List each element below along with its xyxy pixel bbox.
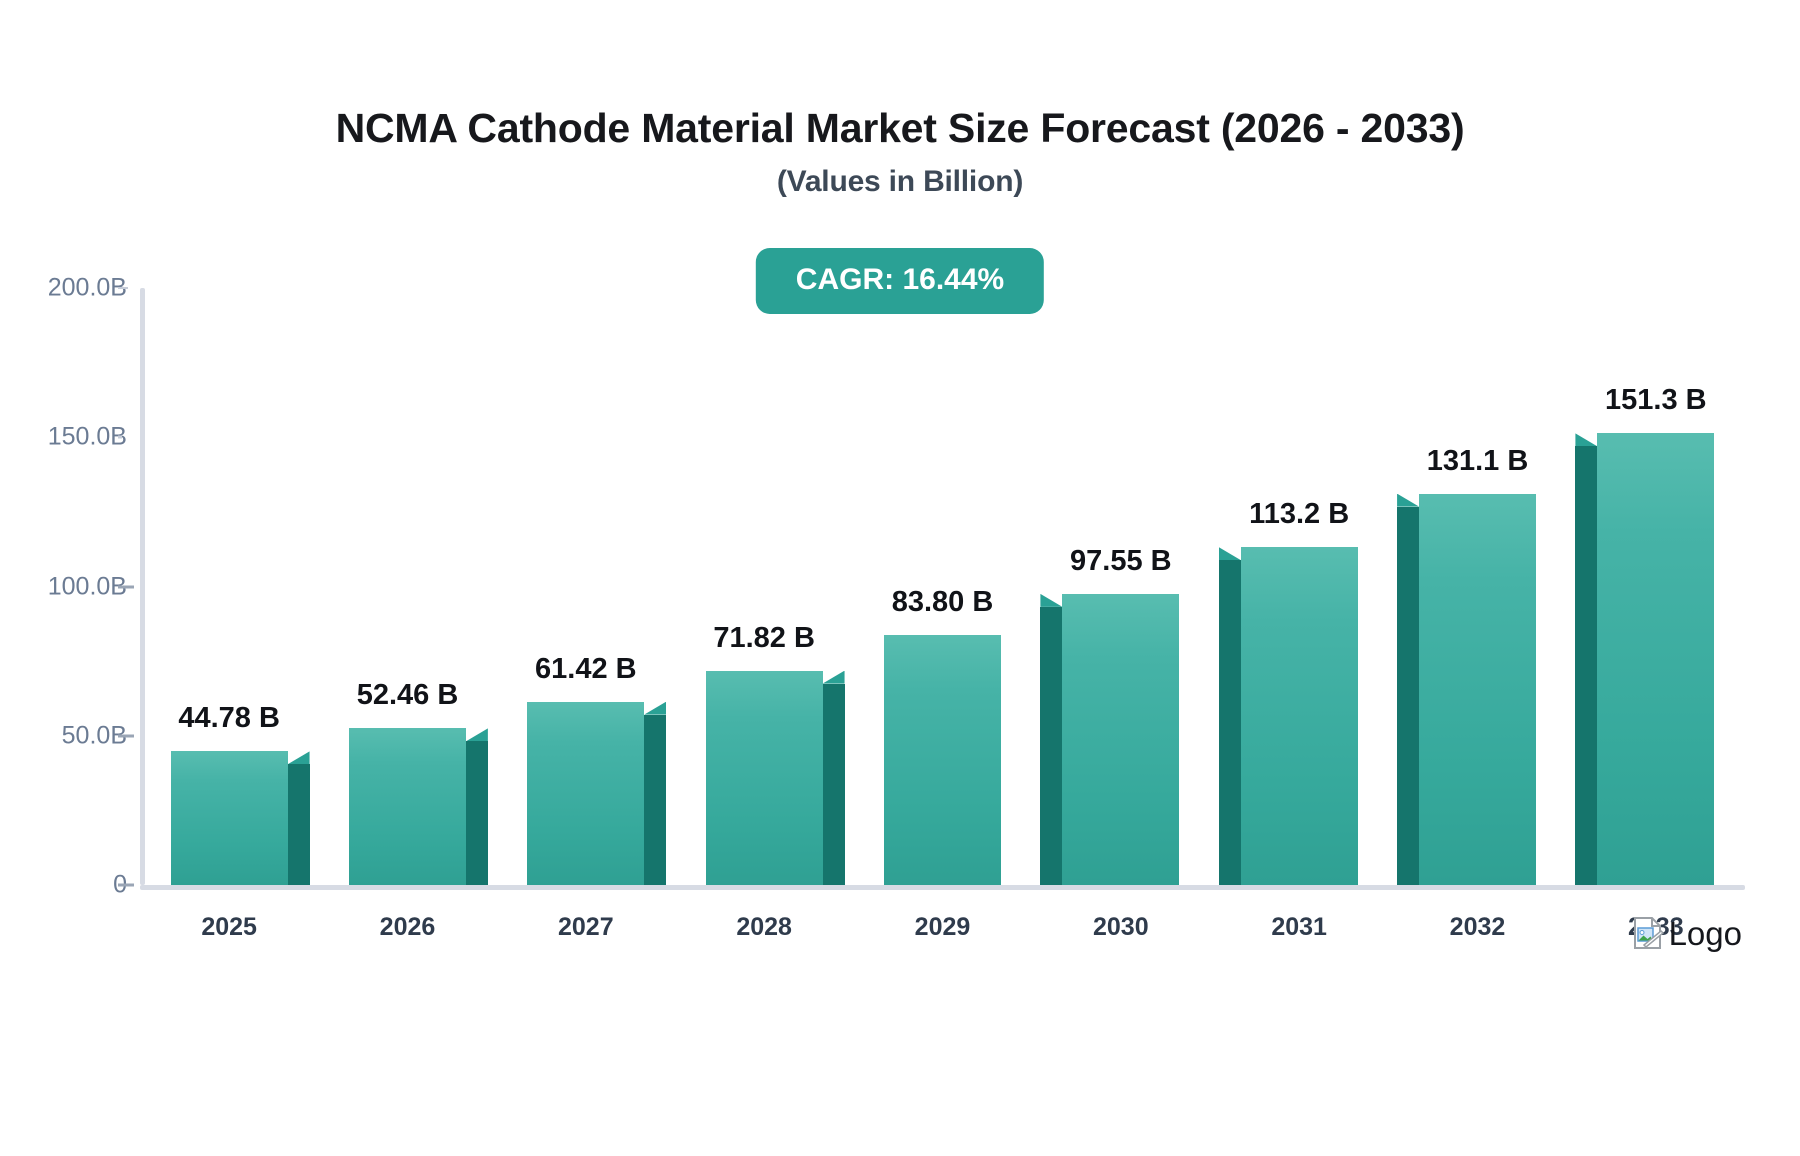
bar-top-face <box>287 751 310 765</box>
y-axis-tick-mark <box>118 585 134 588</box>
bar[interactable] <box>527 701 667 885</box>
x-axis-tick-label: 2027 <box>558 913 614 941</box>
bar-group: 151.3 B2033 <box>1567 288 1745 941</box>
bar[interactable] <box>349 728 488 885</box>
bar-side-face <box>1575 446 1598 885</box>
y-axis-tick-label: 100.0B <box>47 572 127 600</box>
bar-side-face <box>822 683 845 885</box>
y-axis-tick-mark <box>118 734 134 738</box>
bar-group: 131.1 B 2032 <box>1388 288 1566 941</box>
bar-value-label: 44.78 B <box>178 702 280 735</box>
y-axis-tick-mark <box>118 883 134 887</box>
bar-group: 61.42 B 2027 <box>497 288 675 941</box>
bar-side-face <box>465 741 488 885</box>
bar[interactable] <box>1218 547 1358 885</box>
bar-top-face <box>822 670 845 684</box>
x-axis-tick-label: 2031 <box>1271 913 1327 941</box>
bar-face <box>170 751 288 885</box>
bar-face <box>1240 547 1358 885</box>
chart-title: NCMA Cathode Material Market Size Foreca… <box>335 105 1465 151</box>
bar[interactable] <box>1397 493 1536 885</box>
bar[interactable] <box>1575 433 1715 885</box>
bar-group: 113.2 B 2031 <box>1210 288 1388 941</box>
bar-group: 71.82 B 2028 <box>675 288 853 941</box>
x-axis-tick-label: 2032 <box>1449 913 1506 941</box>
bar-value-label: 151.3 B <box>1605 384 1707 417</box>
x-axis-tick-label: 2026 <box>379 913 436 941</box>
bar-face <box>884 634 1001 885</box>
bar-value-label: 71.82 B <box>713 621 815 654</box>
x-axis-tick-label: 2028 <box>736 913 792 941</box>
bar-top-face <box>465 728 488 742</box>
y-axis-line <box>140 288 145 885</box>
bar-face <box>527 701 645 885</box>
y-axis-tick-label: 200.0B <box>47 273 127 302</box>
cagr-badge: CAGR: 16.44% <box>755 248 1045 314</box>
x-axis-tick-label: 2029 <box>914 913 971 941</box>
bar-group: 97.55 B 2030 <box>1032 288 1210 941</box>
logo-alt-text: Logo <box>1668 914 1742 952</box>
bar-value-label: 97.55 B <box>1070 544 1172 577</box>
bar[interactable] <box>705 670 845 885</box>
bar-face <box>1597 433 1715 885</box>
bar-side-face <box>644 714 667 885</box>
bar-value-label: 61.42 B <box>535 652 637 685</box>
chart-subtitle: (Values in Billion) <box>776 165 1024 198</box>
bar-top-face <box>1040 593 1063 607</box>
broken-image-icon <box>1631 915 1667 951</box>
y-axis-tick-label: 50.0B <box>61 721 127 750</box>
bar-group: 44.78 B 2025 <box>140 288 318 941</box>
bar-face <box>349 728 466 885</box>
bar-top-face <box>644 701 667 715</box>
bar-series: 44.78 B 2025 52.46 B 2026 61.42 B 2027 71.82 B… <box>140 288 1745 941</box>
bar-face <box>1062 593 1180 885</box>
bar-side-face <box>1040 606 1063 885</box>
logo: Logo <box>1631 915 1742 951</box>
bar[interactable] <box>1040 593 1180 885</box>
bar-side-face <box>1218 560 1241 885</box>
y-axis-tick-mark <box>118 287 128 289</box>
y-axis-tick-label: 0 <box>0 871 127 900</box>
y-axis-tick-mark <box>118 435 122 439</box>
bar-top-face <box>1218 547 1241 561</box>
bar-side-face <box>1397 506 1420 885</box>
y-axis-tick-label: 150.0B <box>47 422 127 451</box>
bar-face <box>1419 493 1536 885</box>
bar-face <box>705 670 823 885</box>
bar[interactable] <box>170 751 310 885</box>
bar-group: 52.46 B 2026 <box>318 288 496 941</box>
bar-top-face <box>1575 433 1598 447</box>
bar[interactable] <box>884 634 1001 885</box>
bar-value-label: 83.80 B <box>891 585 994 618</box>
bar-value-label: 52.46 B <box>356 679 459 712</box>
x-axis-tick-label: 2025 <box>201 913 257 941</box>
bar-top-face <box>1397 493 1420 507</box>
bar-value-label: 113.2 B <box>1249 498 1350 531</box>
bar-side-face <box>287 764 310 885</box>
bar-value-label: 131.1 B <box>1426 444 1529 477</box>
bar-group: 83.80 B 2029 <box>853 288 1031 941</box>
x-axis-line <box>140 885 1745 890</box>
x-axis-tick-label: 2030 <box>1093 913 1149 941</box>
